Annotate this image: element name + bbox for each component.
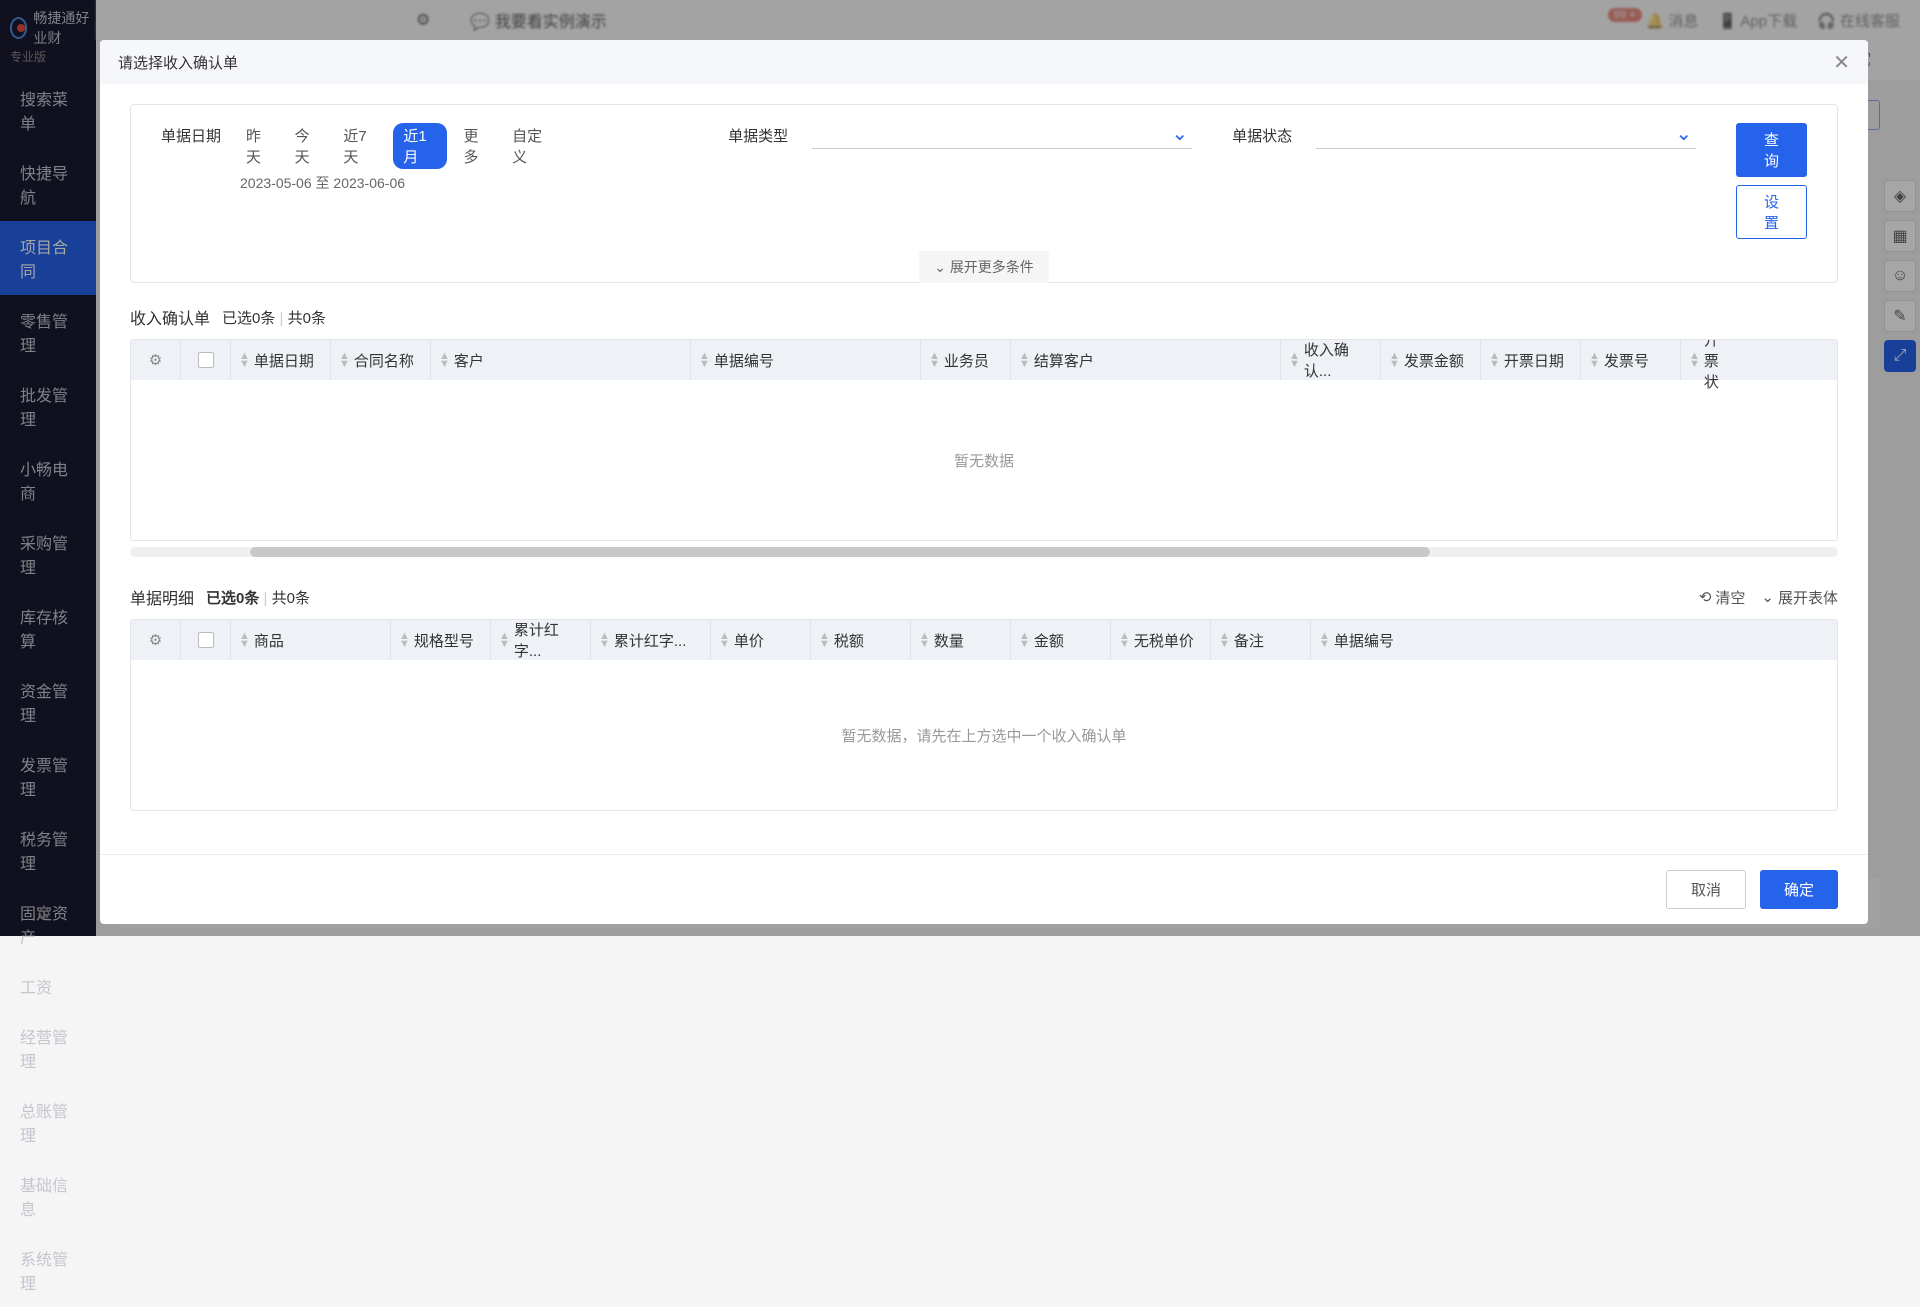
modal-header: 请选择收入确认单 ✕ [100,40,1868,84]
date-preset-0[interactable]: 昨天 [240,123,279,169]
table1: ⚙ ▲▼单据日期▲▼合同名称▲▼客户▲▼单据编号▲▼业务员▲▼结算客户▲▼收入确认… [130,339,1838,541]
thead1-col-4[interactable]: ▲▼业务员 [921,340,1011,380]
thead1-col-10[interactable]: ▲▼开票状 [1681,340,1741,380]
thead2-col-1[interactable]: ▲▼规格型号 [391,620,491,660]
thead2-col-6[interactable]: ▲▼数量 [911,620,1011,660]
filter-type-select[interactable] [812,123,1192,149]
modal-close-button[interactable]: ✕ [1833,50,1850,75]
section2-title: 单据明细 [130,585,194,609]
thead1-col-2[interactable]: ▲▼客户 [431,340,691,380]
filter-date: 单据日期 昨天今天近7天近1月更多自定义 2023-05-06 至 2023-0… [161,123,558,193]
thead2-gear[interactable]: ⚙ [131,620,181,660]
cancel-button[interactable]: 取消 [1666,870,1746,909]
query-button[interactable]: 查询 [1736,123,1807,177]
section2-head: 单据明细 已选0条 | 共0条 ⟲ 清空 ⌄ 展开表体 [130,585,1838,609]
thead2-col-2[interactable]: ▲▼累计红字... [491,620,591,660]
thead1-col-8[interactable]: ▲▼开票日期 [1481,340,1581,380]
thead2-col-0[interactable]: ▲▼商品 [231,620,391,660]
thead2-col-4[interactable]: ▲▼单价 [711,620,811,660]
table2-empty: 暂无数据，请先在上方选中一个收入确认单 [131,660,1837,810]
date-preset-3[interactable]: 近1月 [393,123,447,169]
filter-status-select[interactable] [1316,123,1696,149]
thead2-col-3[interactable]: ▲▼累计红字... [591,620,711,660]
date-preset-2[interactable]: 近7天 [337,123,383,169]
thead2-col-8[interactable]: ▲▼无税单价 [1111,620,1211,660]
date-preset-4[interactable]: 更多 [457,123,496,169]
thead1-col-0[interactable]: ▲▼单据日期 [231,340,331,380]
table2: ⚙▲▼商品▲▼规格型号▲▼累计红字...▲▼累计红字...▲▼单价▲▼税额▲▼数… [130,619,1838,811]
date-range: 2023-05-06 至 2023-06-06 [240,173,558,193]
confirm-button[interactable]: 确定 [1760,870,1838,909]
sidebar-item-14[interactable]: 总账管理 [0,1085,96,1159]
section1-title: 收入确认单 [130,305,210,329]
filter-settings-button[interactable]: 设置 [1736,185,1807,239]
date-preset-5[interactable]: 自定义 [506,123,558,169]
thead1-checkall[interactable] [181,340,231,380]
thead1-col-3[interactable]: ▲▼单据编号 [691,340,921,380]
thead2-checkall[interactable] [181,620,231,660]
thead2-col-10[interactable]: ▲▼单据编号 [1311,620,1661,660]
thead1-col-5[interactable]: ▲▼结算客户 [1011,340,1281,380]
filter-type-label: 单据类型 [728,123,800,146]
sidebar-item-12[interactable]: 工资 [0,961,96,1011]
expand-filter-button[interactable]: ⌄ 展开更多条件 [919,251,1049,283]
filter-box: 单据日期 昨天今天近7天近1月更多自定义 2023-05-06 至 2023-0… [130,104,1838,283]
clear-button[interactable]: ⟲ 清空 [1699,587,1746,608]
modal-title: 请选择收入确认单 [118,52,238,73]
section1-head: 收入确认单 已选0条 | 共0条 [130,305,1838,329]
thead2-col-9[interactable]: ▲▼备注 [1211,620,1311,660]
table1-empty: 暂无数据 [131,380,1837,540]
section1-selected: 已选0条 | 共0条 [222,307,326,328]
thead1-col-9[interactable]: ▲▼发票号 [1581,340,1681,380]
date-preset-1[interactable]: 今天 [289,123,328,169]
sidebar-item-13[interactable]: 经营管理 [0,1011,96,1085]
thead2-col-5[interactable]: ▲▼税额 [811,620,911,660]
sidebar-item-16[interactable]: 系统管理 [0,1233,96,1307]
filter-date-label: 单据日期 [161,123,228,146]
section2-selected: 已选0条 | 共0条 [206,587,310,608]
thead1-col-7[interactable]: ▲▼发票金额 [1381,340,1481,380]
filter-status-label: 单据状态 [1232,123,1304,146]
thead1-col-1[interactable]: ▲▼合同名称 [331,340,431,380]
modal: 请选择收入确认单 ✕ 单据日期 昨天今天近7天近1月更多自定义 2023-05-… [100,40,1868,924]
filter-type: 单据类型 [728,123,1192,149]
expand-body-button[interactable]: ⌄ 展开表体 [1761,587,1838,608]
table1-scrollbar[interactable] [130,547,1838,557]
thead1-col-6[interactable]: ▲▼收入确认... [1281,340,1381,380]
thead1-gear[interactable]: ⚙ [131,340,181,380]
filter-status: 单据状态 [1232,123,1696,149]
thead2-col-7[interactable]: ▲▼金额 [1011,620,1111,660]
modal-footer: 取消 确定 [100,854,1868,924]
sidebar-item-15[interactable]: 基础信息 [0,1159,96,1233]
